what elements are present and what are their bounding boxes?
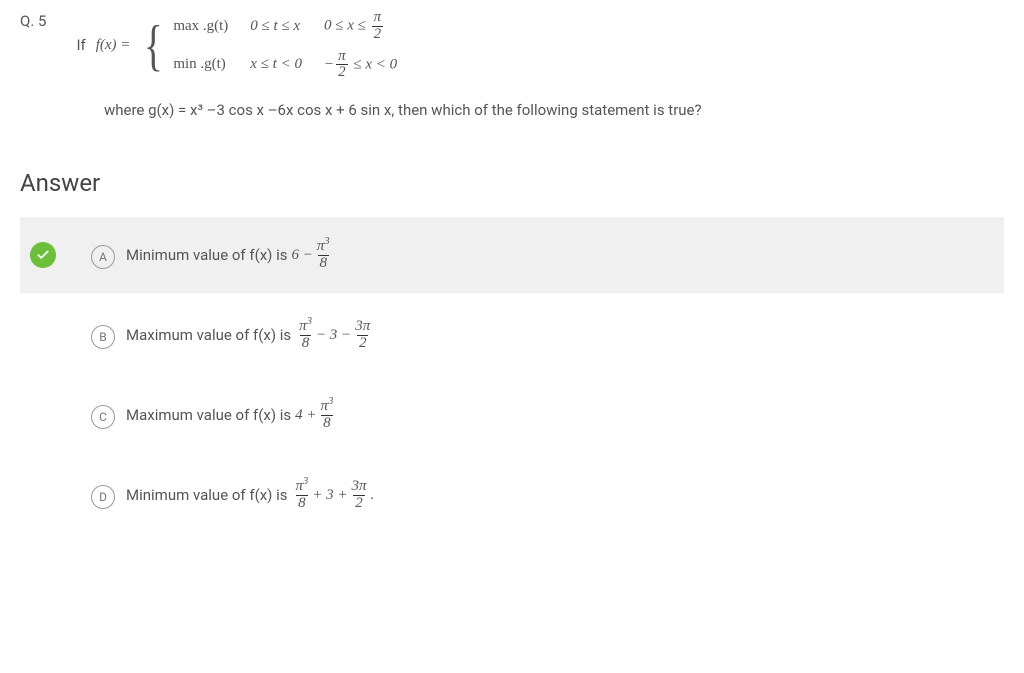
piece1-cond1: 0 ≤ t ≤ x [250,14,302,40]
option-letter-badge: C [91,405,115,429]
option-math: 6 − π38 [292,239,334,272]
fraction: π38 [315,239,332,272]
fraction: π38 [294,479,311,512]
option-row[interactable]: C Maximum value of f(x) is 4 + π38 [20,377,1004,453]
math-text: 6 − [292,247,313,264]
option-row[interactable]: B Maximum value of f(x) is π38 − 3 − 3π2 [20,297,1004,373]
math-text: − 3 − [316,327,351,344]
option-text: Minimum value of f(x) is π38 + 3 + 3π2. [126,479,994,512]
piecewise: { max .g(t) 0 ≤ t ≤ x 0 ≤ x ≤ π2 min .g(… [140,10,397,81]
option-text: Minimum value of f(x) is 6 − π38 [126,239,994,272]
option-letter-badge: A [91,245,115,269]
piece1-expr: max .g(t) [173,14,228,40]
option-row[interactable]: A Minimum value of f(x) is 6 − π38 [20,217,1004,293]
math-text: . [371,487,375,504]
option-math: 4 + π38 [295,399,337,432]
brace-icon: { [144,18,163,74]
fx-equals: f(x) = [96,33,131,59]
piece-grid: max .g(t) 0 ≤ t ≤ x 0 ≤ x ≤ π2 min .g(t)… [173,10,397,81]
fraction: π38 [297,319,314,352]
piece2-cond1: x ≤ t < 0 [250,52,302,78]
option-letter-badge: B [91,325,115,349]
option-math: π38 − 3 − 3π2 [295,319,374,352]
option-letter-badge: D [91,485,115,509]
option-lead: Minimum value of f(x) is [126,246,288,264]
piece2-expr: min .g(t) [173,52,228,78]
options-list: A Minimum value of f(x) is 6 − π38 B Maximu… [20,217,1004,533]
fraction: 3π2 [350,479,369,512]
piece1-cond2: 0 ≤ x ≤ π2 [324,10,397,43]
fraction: π38 [319,399,336,432]
badge-column: A [80,241,126,269]
option-text: Maximum value of f(x) is π38 − 3 − 3π2 [126,319,994,352]
question-row: Q. 5 If f(x) = { max .g(t) 0 ≤ t ≤ x 0 ≤… [20,10,1004,81]
option-lead: Maximum value of f(x) is [126,406,291,424]
piece2-cond2: −π2 ≤ x < 0 [324,49,397,82]
if-text: If [76,33,85,59]
option-lead: Maximum value of f(x) is [126,326,291,344]
check-column [30,242,80,268]
badge-column: C [80,401,126,429]
question-number: Q. 5 [20,10,46,30]
option-lead: Minimum value of f(x) is [126,486,288,504]
badge-column: B [80,321,126,349]
check-icon [30,242,56,268]
question-body: If f(x) = { max .g(t) 0 ≤ t ≤ x 0 ≤ x ≤ … [76,10,1004,81]
answer-heading: Answer [20,169,1004,197]
fraction: 3π2 [353,319,372,352]
option-row[interactable]: D Minimum value of f(x) is π38 + 3 + 3π2. [20,457,1004,533]
math-text: + 3 + [312,487,347,504]
question-formula: If f(x) = { max .g(t) 0 ≤ t ≤ x 0 ≤ x ≤ … [76,10,1004,81]
page: Q. 5 If f(x) = { max .g(t) 0 ≤ t ≤ x 0 ≤… [0,0,1024,557]
option-text: Maximum value of f(x) is 4 + π38 [126,399,994,432]
math-text: 4 + [295,407,316,424]
option-math: π38 + 3 + 3π2. [292,479,375,512]
badge-column: D [80,481,126,509]
where-line: where g(x) = x³ –3 cos x –6x cos x + 6 s… [104,101,1004,119]
